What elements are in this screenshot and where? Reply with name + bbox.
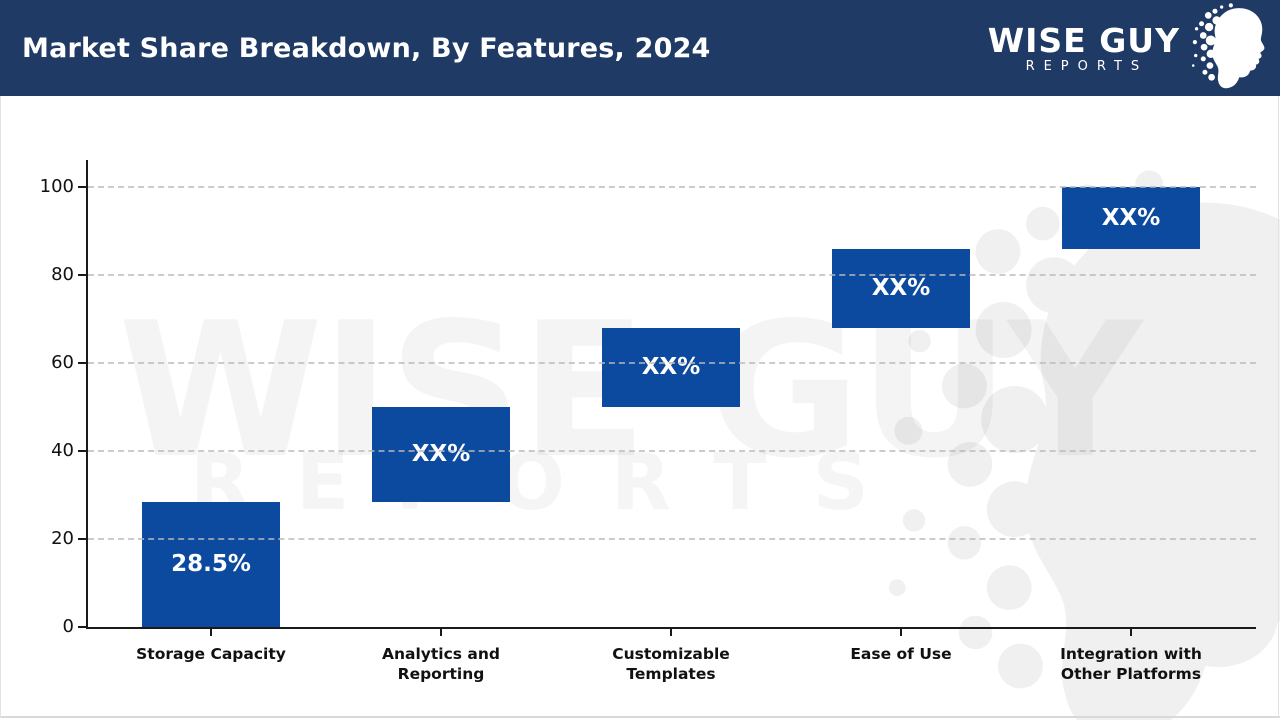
dotted-head-logo-icon: [1191, 3, 1265, 89]
left-border-line: [0, 96, 1, 718]
bottom-border-line: [0, 716, 1280, 718]
y-tick-60: [78, 362, 86, 364]
bar-value-label-1: XX%: [411, 441, 471, 468]
page-title: Market Share Breakdown, By Features, 202…: [22, 32, 711, 64]
y-tick-label-80: 80: [51, 264, 74, 285]
x-category-label-4: Integration with Other Platforms: [1060, 645, 1202, 683]
y-tick-40: [78, 450, 86, 452]
y-tick-label-0: 0: [62, 616, 74, 637]
y-tick-80: [78, 274, 86, 276]
brand-logo: WISE GUY REPORTS: [988, 0, 1268, 96]
y-tick-label-100: 100: [39, 176, 74, 197]
x-tick-4: [1130, 629, 1132, 636]
x-tick-2: [670, 629, 672, 636]
bar-value-label-0: 28.5%: [171, 551, 251, 578]
y-tick-label-40: 40: [51, 440, 74, 461]
x-category-label-3: Ease of Use: [850, 645, 952, 663]
x-category-label-2: Customizable Templates: [612, 645, 730, 683]
bar-1: XX%: [372, 407, 510, 502]
x-tick-0: [210, 629, 212, 636]
bar-0: 28.5%: [142, 501, 280, 627]
header-banner: Market Share Breakdown, By Features, 202…: [0, 0, 1280, 96]
y-tick-100: [78, 186, 86, 188]
brand-subtitle: REPORTS: [1025, 58, 1149, 74]
gridline-40: [88, 450, 1256, 452]
gridline-80: [88, 274, 1256, 276]
brand-logo-text: WISE GUY REPORTS: [988, 24, 1180, 73]
x-tick-1: [440, 629, 442, 636]
plot-area: 0 20 40 60 80 100 28.5% XX% XX% XX% XX% Storage Cap…: [40, 160, 1256, 683]
brand-name: WISE GUY: [987, 20, 1180, 60]
bar-4: XX%: [1062, 187, 1200, 249]
gridline-100: [88, 186, 1256, 188]
x-category-label-0: Storage Capacity: [136, 645, 286, 663]
y-axis-line: [86, 160, 88, 629]
y-tick-0: [78, 626, 86, 628]
y-tick-20: [78, 538, 86, 540]
bar-value-label-2: XX%: [641, 354, 701, 381]
y-tick-label-20: 20: [51, 528, 74, 549]
right-border-line: [1278, 96, 1279, 718]
gridline-60: [88, 362, 1256, 364]
gridline-20: [88, 538, 1256, 540]
x-axis-line: [86, 627, 1256, 629]
bar-value-label-3: XX%: [871, 275, 931, 302]
bar-2: XX%: [602, 327, 740, 407]
bar-3: XX%: [832, 248, 970, 328]
chart-canvas: WISE GUY REPORTS 02040608010028.5%XX%XX%…: [0, 96, 1280, 720]
y-tick-label-60: 60: [51, 352, 74, 373]
watermark-text-reports: REPORTS: [190, 438, 915, 528]
x-tick-3: [900, 629, 902, 636]
bar-value-label-4: XX%: [1101, 204, 1161, 231]
x-category-label-1: Analytics and Reporting: [381, 645, 501, 683]
